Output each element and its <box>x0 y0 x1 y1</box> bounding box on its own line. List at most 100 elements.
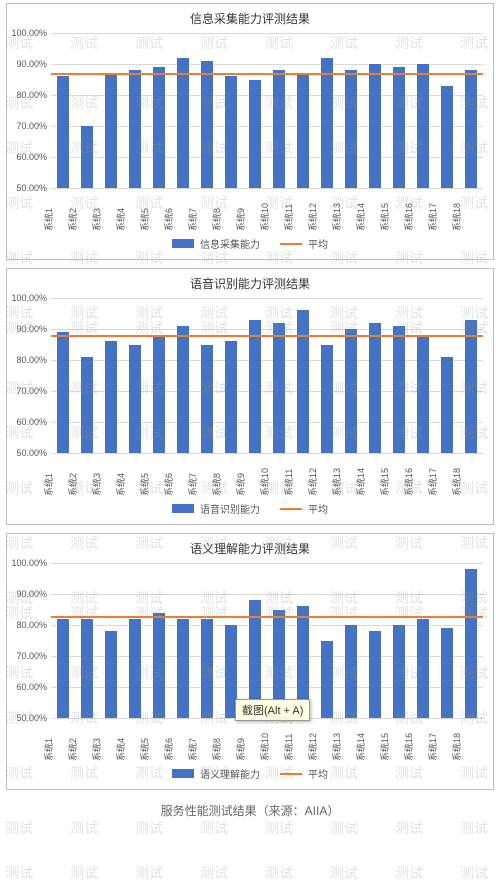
legend-item-average: 平均 <box>280 236 328 251</box>
bar <box>225 341 237 453</box>
bar <box>105 341 117 453</box>
y-tick-label: 70.00% <box>7 651 47 661</box>
bar <box>369 323 381 453</box>
bar <box>201 619 213 718</box>
bar <box>273 70 285 188</box>
bar <box>465 70 477 188</box>
y-tick-label: 80.00% <box>7 620 47 630</box>
bar <box>393 326 405 453</box>
bar <box>345 625 357 718</box>
charts-container: 信息采集能力评测结果50.00%60.00%70.00%80.00%90.00%… <box>0 3 500 790</box>
legend: 信息采集能力 平均 <box>7 230 493 259</box>
bars-group <box>51 33 483 188</box>
x-tick-label: 系统18 <box>450 749 492 761</box>
y-tick-label: 50.00% <box>7 448 47 458</box>
watermark-text: 测试 <box>460 863 488 883</box>
y-tick-label: 50.00% <box>7 713 47 723</box>
bar <box>129 619 141 718</box>
bar <box>417 64 429 188</box>
bar <box>129 70 141 188</box>
bar <box>345 329 357 453</box>
bar <box>153 67 165 188</box>
y-tick-label: 90.00% <box>7 59 47 69</box>
bar <box>321 641 333 719</box>
bar <box>321 345 333 454</box>
plot-area: 50.00%60.00%70.00%80.00%90.00%100.00% <box>51 33 483 188</box>
y-tick-label: 70.00% <box>7 121 47 131</box>
y-tick-label: 80.00% <box>7 355 47 365</box>
y-tick-label: 100.00% <box>7 293 47 303</box>
bar <box>81 357 93 453</box>
y-tick-label: 60.00% <box>7 152 47 162</box>
y-tick-label: 90.00% <box>7 589 47 599</box>
legend-swatch-line <box>280 508 302 510</box>
bar <box>177 619 189 718</box>
plot-area: 50.00%60.00%70.00%80.00%90.00%100.00% <box>51 298 483 453</box>
legend-swatch-bar <box>172 239 194 248</box>
x-labels: 系统1系统2系统3系统4系统5系统6系统7系统8系统9系统10系统11系统12系… <box>51 453 483 495</box>
watermark-text: 测试 <box>330 863 358 883</box>
y-tick-label: 70.00% <box>7 386 47 396</box>
y-tick-label: 100.00% <box>7 28 47 38</box>
watermark-text: 测试 <box>135 863 163 883</box>
bar <box>465 320 477 453</box>
bar <box>177 326 189 453</box>
plot-area: 50.00%60.00%70.00%80.00%90.00%100.00% <box>51 563 483 718</box>
bars-group <box>51 563 483 718</box>
y-tick-label: 100.00% <box>7 558 47 568</box>
y-tick-label: 90.00% <box>7 324 47 334</box>
bar <box>177 58 189 188</box>
bar <box>393 67 405 188</box>
bar <box>345 70 357 188</box>
bar <box>321 58 333 188</box>
bar <box>297 73 309 188</box>
watermark-text: 测试 <box>395 863 423 883</box>
legend-avg-label: 平均 <box>308 501 328 516</box>
average-line <box>51 616 483 618</box>
bar <box>369 64 381 188</box>
bars-group <box>51 298 483 453</box>
legend-item-average: 平均 <box>280 766 328 781</box>
x-tick-label: 系统18 <box>450 484 492 496</box>
legend-item-series: 信息采集能力 <box>172 236 260 251</box>
legend-swatch-line <box>280 243 302 245</box>
legend-series-label: 信息采集能力 <box>200 236 260 251</box>
legend-swatch-bar <box>172 504 194 513</box>
bar <box>81 619 93 718</box>
screenshot-tooltip: 截图(Alt + A) <box>235 699 310 721</box>
bar <box>105 631 117 718</box>
bar <box>393 625 405 718</box>
chart-panel-1: 语音识别能力评测结果50.00%60.00%70.00%80.00%90.00%… <box>6 268 494 525</box>
bar <box>441 357 453 453</box>
legend: 语音识别能力 平均 <box>7 495 493 524</box>
chart-title: 信息采集能力评测结果 <box>7 4 493 31</box>
bar <box>249 80 261 189</box>
y-tick-label: 60.00% <box>7 682 47 692</box>
x-labels: 系统1系统2系统3系统4系统5系统6系统7系统8系统9系统10系统11系统12系… <box>51 718 483 760</box>
chart-title: 语义理解能力评测结果 <box>7 534 493 561</box>
watermark-text: 测试 <box>200 863 228 883</box>
bar <box>417 619 429 718</box>
bar <box>441 86 453 188</box>
bar <box>153 613 165 718</box>
bar <box>249 320 261 453</box>
legend-item-series: 语义理解能力 <box>172 766 260 781</box>
bar <box>57 619 69 718</box>
watermark-text: 测试 <box>70 863 98 883</box>
bar <box>153 335 165 453</box>
legend-item-series: 语音识别能力 <box>172 501 260 516</box>
average-line <box>51 73 483 75</box>
legend-avg-label: 平均 <box>308 236 328 251</box>
legend-avg-label: 平均 <box>308 766 328 781</box>
bar <box>57 76 69 188</box>
chart-panel-0: 信息采集能力评测结果50.00%60.00%70.00%80.00%90.00%… <box>6 3 494 260</box>
bar <box>273 323 285 453</box>
bar <box>465 569 477 718</box>
bar <box>81 126 93 188</box>
chart-title: 语音识别能力评测结果 <box>7 269 493 296</box>
average-line <box>51 335 483 337</box>
chart-panel-2: 语义理解能力评测结果50.00%60.00%70.00%80.00%90.00%… <box>6 533 494 790</box>
y-tick-label: 50.00% <box>7 183 47 193</box>
legend-series-label: 语义理解能力 <box>200 766 260 781</box>
legend-swatch-line <box>280 773 302 775</box>
